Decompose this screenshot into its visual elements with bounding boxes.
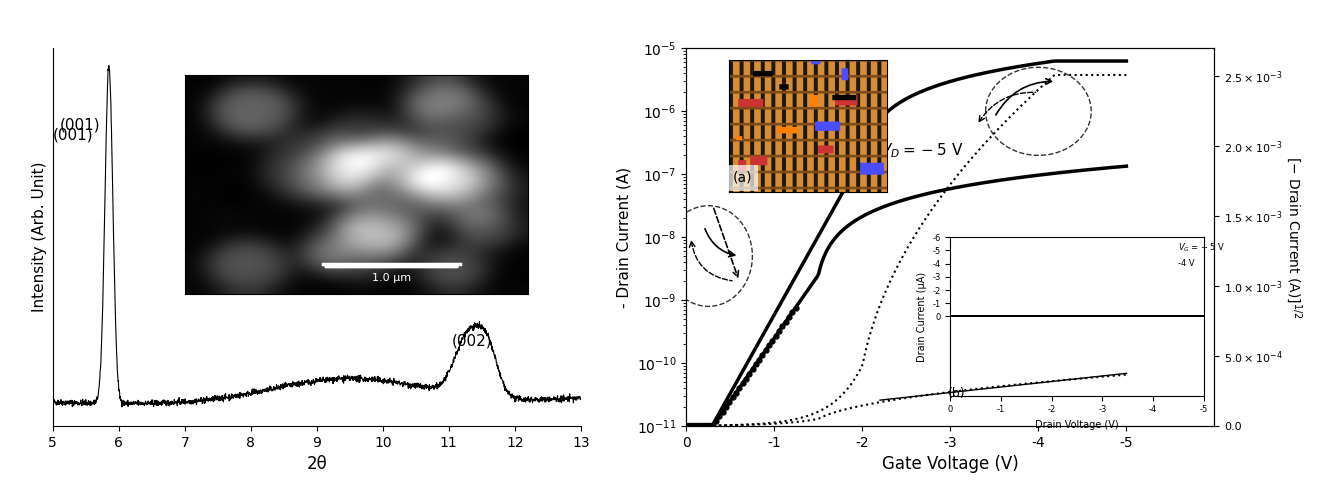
Text: (001): (001) — [53, 128, 92, 143]
Y-axis label: - Drain Current (A): - Drain Current (A) — [616, 166, 631, 308]
Y-axis label: $[-$ Drain Current (A)$]^{1/2}$: $[-$ Drain Current (A)$]^{1/2}$ — [1284, 156, 1304, 318]
X-axis label: 2θ: 2θ — [306, 455, 327, 473]
Text: $V_D = -5\ \mathrm{V}$: $V_D = -5\ \mathrm{V}$ — [880, 141, 964, 160]
Y-axis label: Intensity (Arb. Unit): Intensity (Arb. Unit) — [32, 162, 48, 312]
X-axis label: Gate Voltage (V): Gate Voltage (V) — [882, 455, 1019, 473]
Text: (001): (001) — [59, 118, 100, 133]
Text: (002): (002) — [453, 333, 492, 348]
